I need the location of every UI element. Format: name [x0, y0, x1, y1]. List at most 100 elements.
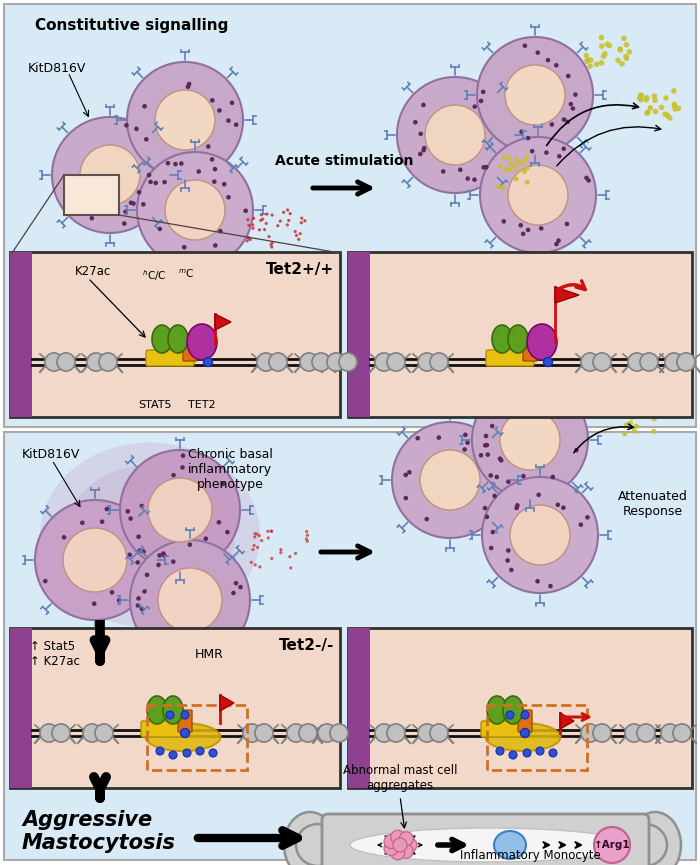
Circle shape [652, 98, 658, 103]
Circle shape [584, 53, 589, 58]
Circle shape [519, 130, 524, 134]
Circle shape [181, 453, 186, 458]
Circle shape [458, 168, 463, 172]
Circle shape [270, 557, 274, 561]
Circle shape [585, 515, 590, 520]
Circle shape [69, 195, 74, 199]
Circle shape [124, 123, 129, 127]
Circle shape [226, 119, 231, 123]
Circle shape [123, 209, 128, 214]
Circle shape [182, 245, 186, 249]
Circle shape [279, 548, 283, 551]
Circle shape [288, 212, 292, 215]
Circle shape [186, 634, 190, 638]
Circle shape [256, 546, 259, 549]
Circle shape [477, 37, 593, 153]
Circle shape [213, 167, 217, 171]
Circle shape [234, 123, 239, 127]
Circle shape [496, 747, 504, 755]
Circle shape [131, 202, 136, 206]
Circle shape [566, 119, 570, 125]
Circle shape [276, 224, 279, 227]
Circle shape [418, 353, 436, 371]
Circle shape [271, 241, 274, 244]
Circle shape [484, 433, 489, 439]
Circle shape [270, 243, 273, 247]
Circle shape [140, 606, 144, 611]
Circle shape [293, 230, 297, 234]
Circle shape [212, 179, 216, 184]
Circle shape [659, 105, 664, 111]
Circle shape [339, 353, 357, 371]
Circle shape [413, 120, 418, 125]
Ellipse shape [350, 828, 630, 862]
Circle shape [510, 505, 570, 565]
Circle shape [645, 110, 651, 115]
Circle shape [104, 507, 109, 511]
Circle shape [294, 552, 297, 555]
Circle shape [561, 118, 566, 122]
Ellipse shape [623, 824, 667, 865]
Circle shape [125, 509, 130, 514]
Circle shape [524, 165, 529, 170]
Circle shape [554, 63, 559, 67]
Circle shape [156, 562, 161, 567]
Circle shape [181, 728, 190, 738]
Circle shape [279, 551, 283, 554]
Circle shape [270, 529, 273, 533]
Circle shape [514, 176, 519, 182]
FancyBboxPatch shape [518, 710, 532, 732]
Circle shape [489, 473, 493, 477]
Circle shape [63, 528, 127, 592]
Circle shape [584, 59, 589, 64]
Text: Inflammatory Monocyte: Inflammatory Monocyte [460, 849, 601, 862]
Circle shape [441, 170, 445, 174]
Circle shape [500, 410, 560, 470]
Circle shape [269, 353, 287, 371]
Circle shape [415, 436, 420, 440]
Circle shape [265, 213, 269, 215]
Circle shape [196, 747, 204, 755]
Circle shape [526, 136, 531, 140]
Circle shape [218, 229, 223, 234]
Circle shape [258, 566, 262, 568]
Circle shape [286, 223, 289, 227]
Circle shape [172, 473, 176, 477]
Circle shape [298, 232, 302, 235]
Polygon shape [555, 287, 579, 303]
Ellipse shape [492, 325, 512, 353]
Circle shape [556, 503, 560, 507]
Circle shape [594, 827, 630, 863]
Circle shape [539, 226, 543, 231]
Circle shape [252, 217, 256, 220]
Circle shape [238, 585, 243, 589]
Circle shape [522, 158, 526, 163]
Circle shape [473, 177, 477, 182]
Circle shape [384, 842, 398, 855]
Text: Constitutive signalling: Constitutive signalling [35, 18, 228, 33]
Circle shape [120, 450, 240, 570]
Circle shape [624, 55, 629, 61]
Circle shape [498, 164, 503, 169]
Circle shape [201, 253, 206, 259]
Circle shape [422, 146, 426, 151]
Circle shape [253, 563, 257, 567]
Circle shape [139, 503, 144, 509]
Circle shape [521, 728, 529, 738]
Circle shape [136, 535, 141, 539]
Circle shape [303, 219, 307, 222]
Circle shape [598, 35, 604, 41]
Circle shape [587, 178, 591, 183]
Circle shape [511, 400, 516, 404]
Circle shape [327, 353, 345, 371]
Circle shape [127, 62, 243, 178]
Circle shape [244, 208, 248, 213]
Text: ↑Arg1: ↑Arg1 [594, 840, 630, 850]
Circle shape [147, 173, 151, 177]
Circle shape [67, 195, 71, 200]
Circle shape [210, 98, 215, 103]
Ellipse shape [527, 324, 557, 360]
Circle shape [523, 749, 531, 757]
Circle shape [188, 542, 192, 547]
Circle shape [665, 112, 671, 119]
